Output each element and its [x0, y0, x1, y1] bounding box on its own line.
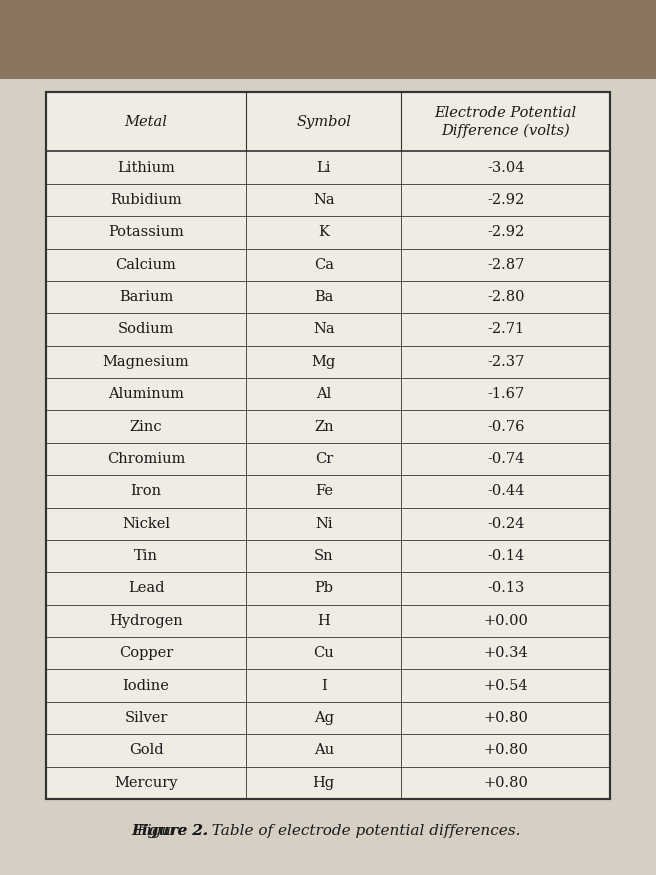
- Text: Calcium: Calcium: [115, 258, 176, 272]
- Text: Mercury: Mercury: [114, 776, 178, 789]
- Text: Cu: Cu: [314, 646, 334, 660]
- Text: Figure 2. Table of electrode potential differences.: Figure 2. Table of electrode potential d…: [136, 824, 520, 838]
- Text: Mg: Mg: [312, 355, 336, 369]
- Bar: [0, 0, 656, 79]
- Text: +0.80: +0.80: [483, 711, 528, 725]
- Text: Hg: Hg: [313, 776, 335, 789]
- Text: Li: Li: [316, 161, 331, 175]
- Text: Al: Al: [316, 388, 331, 402]
- Text: -2.87: -2.87: [487, 258, 524, 272]
- Text: Iron: Iron: [131, 485, 161, 499]
- Text: -0.76: -0.76: [487, 420, 524, 434]
- Text: Barium: Barium: [119, 290, 173, 304]
- Text: Ca: Ca: [314, 258, 334, 272]
- Text: -3.04: -3.04: [487, 161, 524, 175]
- Text: -2.37: -2.37: [487, 355, 524, 369]
- Text: Gold: Gold: [129, 743, 163, 757]
- Text: Electrode Potential
Difference (volts): Electrode Potential Difference (volts): [435, 106, 577, 137]
- Text: +0.80: +0.80: [483, 776, 528, 789]
- Text: Rubidium: Rubidium: [110, 193, 182, 207]
- Bar: [46, 92, 610, 799]
- Text: -2.92: -2.92: [487, 226, 524, 240]
- Text: Na: Na: [313, 323, 335, 337]
- Text: Aluminum: Aluminum: [108, 388, 184, 402]
- Text: -2.80: -2.80: [487, 290, 524, 304]
- Text: Chromium: Chromium: [107, 452, 185, 466]
- Text: Ag: Ag: [314, 711, 334, 725]
- Text: -0.74: -0.74: [487, 452, 524, 466]
- Text: -2.92: -2.92: [487, 193, 524, 207]
- Text: Iodine: Iodine: [123, 679, 169, 693]
- Text: Nickel: Nickel: [122, 516, 170, 530]
- Text: -0.14: -0.14: [487, 550, 524, 564]
- Text: H: H: [318, 614, 330, 628]
- Text: Pb: Pb: [314, 581, 333, 595]
- Text: +0.00: +0.00: [483, 614, 528, 628]
- Text: Zn: Zn: [314, 420, 334, 434]
- Text: Lead: Lead: [128, 581, 164, 595]
- Text: Zinc: Zinc: [130, 420, 163, 434]
- Text: I: I: [321, 679, 327, 693]
- Text: Cr: Cr: [315, 452, 333, 466]
- Text: Sn: Sn: [314, 550, 334, 564]
- Text: K: K: [318, 226, 329, 240]
- Text: Hydrogen: Hydrogen: [109, 614, 183, 628]
- Text: +0.80: +0.80: [483, 743, 528, 757]
- Text: -0.13: -0.13: [487, 581, 524, 595]
- Text: Figure 2.: Figure 2.: [131, 824, 208, 838]
- Text: Metal: Metal: [125, 115, 167, 129]
- Text: -0.44: -0.44: [487, 485, 524, 499]
- Text: Copper: Copper: [119, 646, 173, 660]
- Text: Potassium: Potassium: [108, 226, 184, 240]
- Text: Fe: Fe: [315, 485, 333, 499]
- Text: Sodium: Sodium: [118, 323, 174, 337]
- Text: Magnesium: Magnesium: [103, 355, 190, 369]
- Text: +0.54: +0.54: [483, 679, 528, 693]
- Text: Lithium: Lithium: [117, 161, 175, 175]
- Text: Ba: Ba: [314, 290, 333, 304]
- Text: -2.71: -2.71: [487, 323, 524, 337]
- Text: Au: Au: [314, 743, 334, 757]
- Text: Symbol: Symbol: [297, 115, 351, 129]
- Text: Silver: Silver: [125, 711, 168, 725]
- Text: +0.34: +0.34: [483, 646, 528, 660]
- Text: -0.24: -0.24: [487, 516, 524, 530]
- Text: Tin: Tin: [134, 550, 158, 564]
- Text: Ni: Ni: [315, 516, 333, 530]
- Bar: [46, 92, 610, 799]
- Text: -1.67: -1.67: [487, 388, 524, 402]
- Text: Na: Na: [313, 193, 335, 207]
